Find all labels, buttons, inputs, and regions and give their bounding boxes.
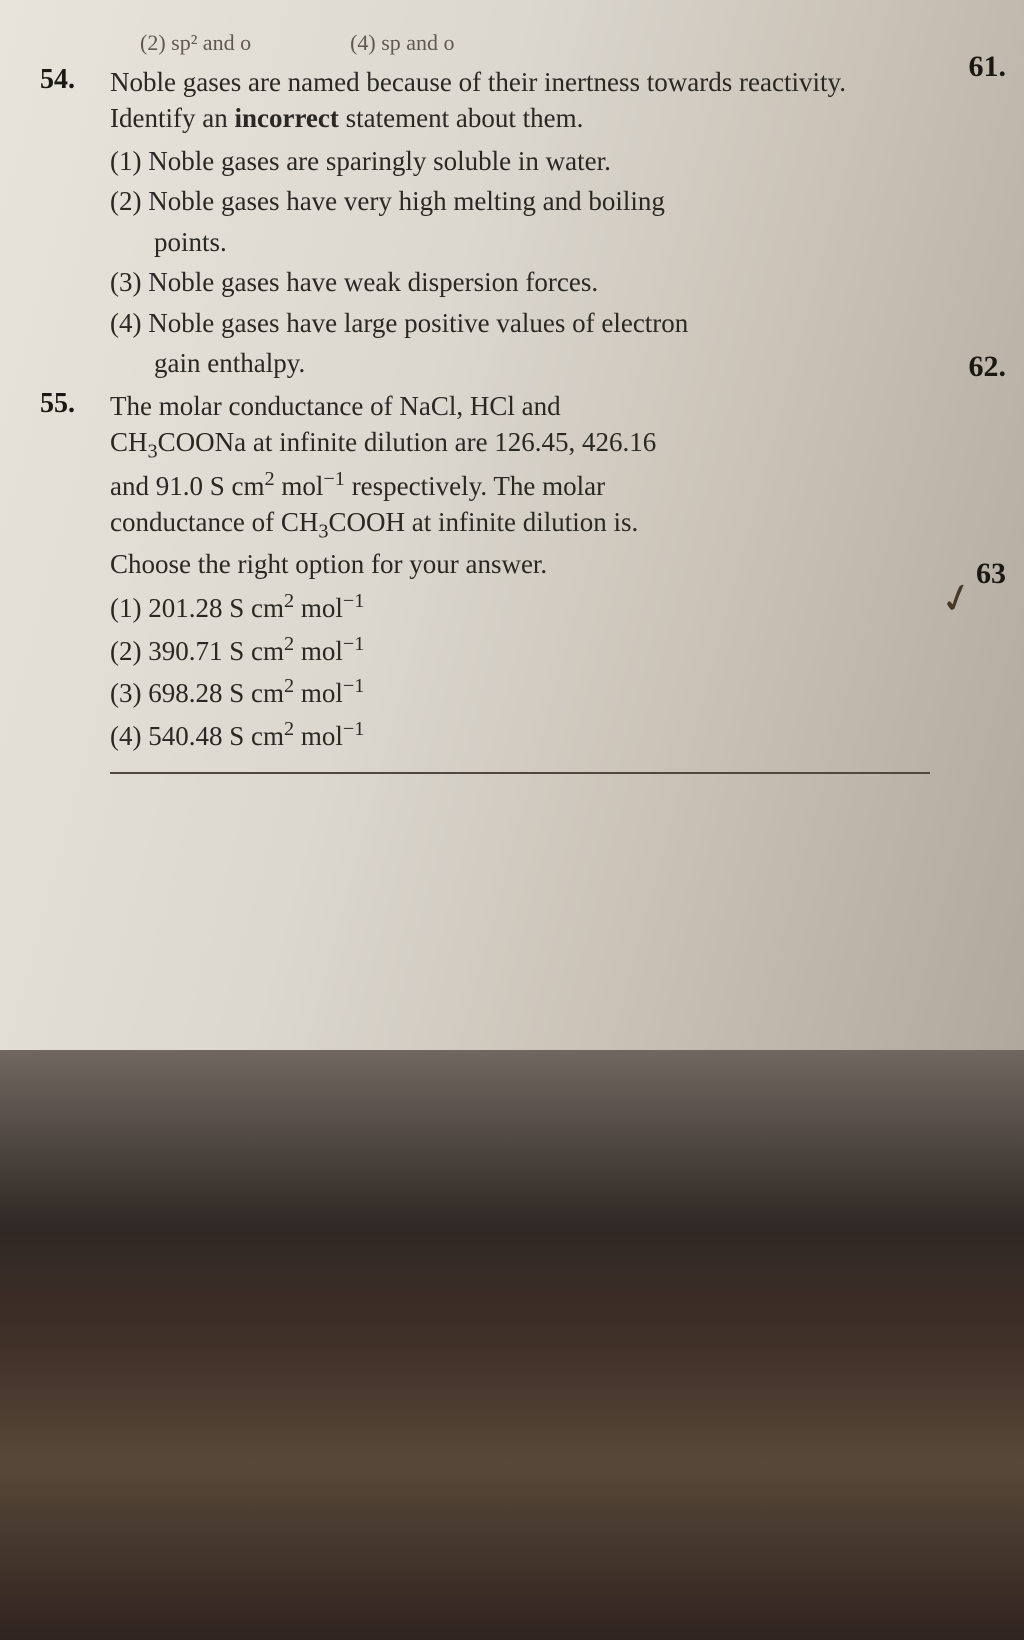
q55-options: (1) 201.28 S cm2 mol−1 (2) 390.71 S cm2 …	[110, 588, 964, 754]
q55-option-4: (4) 540.48 S cm2 mol−1	[110, 716, 964, 754]
q55-opt3-pre: (3) 698.28 S cm	[110, 678, 284, 708]
q55-opt1-pre: (1) 201.28 S cm	[110, 593, 284, 623]
q55-line3-pre: and 91.0 S cm	[110, 471, 265, 501]
q55-line1: The molar conductance of NaCl, HCl and	[110, 391, 561, 421]
q55-line2-sub: 3	[148, 440, 158, 462]
q54-option-1: (1) Noble gases are sparingly soluble in…	[110, 143, 964, 179]
side-number-61: 61.	[969, 50, 1007, 84]
q54-number: 54.	[40, 64, 110, 96]
q55-option-1: (1) 201.28 S cm2 mol−1	[110, 588, 964, 626]
q54-option-2b: points.	[110, 224, 964, 260]
q55-line2-pre: CH	[110, 427, 148, 457]
partial-left: (2) sp² and o	[140, 30, 251, 55]
q54-option-4b: gain enthalpy.	[110, 345, 964, 381]
divider-line	[110, 772, 930, 774]
q55-opt2-pre: (2) 390.71 S cm	[110, 636, 284, 666]
q55-opt3-mid: mol	[294, 678, 343, 708]
q55-opt1-sup2: −1	[343, 590, 365, 612]
q55-opt4-mid: mol	[294, 721, 343, 751]
top-partial-text: (2) sp² and o (4) sp and o	[40, 30, 964, 56]
q55-number: 55.	[40, 388, 110, 420]
q55-opt1-mid: mol	[294, 593, 343, 623]
q54-text-part2: statement about them.	[339, 103, 583, 133]
question-54: 54. Noble gases are named because of the…	[40, 64, 964, 137]
q55-opt3-sup1: 2	[284, 675, 294, 697]
q55-line4-post: COOH at infinite dilution is.	[329, 507, 639, 537]
q55-opt2-sup2: −1	[343, 633, 365, 655]
q55-opt1-sup1: 2	[284, 590, 294, 612]
dark-background-area	[0, 1050, 1024, 1640]
q55-line5: Choose the right option for your answer.	[110, 549, 547, 579]
side-number-63: 63	[976, 557, 1006, 591]
q55-line3-sup1: 2	[265, 468, 275, 490]
page-content: (2) sp² and o (4) sp and o 61. 62. 63 ✓ …	[0, 0, 1024, 1050]
q55-option-2: (2) 390.71 S cm2 mol−1	[110, 631, 964, 669]
q55-option-3: (3) 698.28 S cm2 mol−1	[110, 673, 964, 711]
question-55: 55. The molar conductance of NaCl, HCl a…	[40, 388, 964, 583]
q54-text: Noble gases are named because of their i…	[110, 64, 964, 137]
q55-opt2-mid: mol	[294, 636, 343, 666]
q55-line3-sup2: −1	[323, 468, 345, 490]
q55-opt3-sup2: −1	[343, 675, 365, 697]
q55-line2-mid: COONa at infinite dilution are 126.45, 4…	[158, 427, 657, 457]
q54-option-4a: (4) Noble gases have large positive valu…	[110, 305, 964, 341]
q55-text: The molar conductance of NaCl, HCl and C…	[110, 388, 964, 583]
side-number-62: 62.	[969, 350, 1007, 384]
q54-option-2a: (2) Noble gases have very high melting a…	[110, 183, 964, 219]
q55-line3-mid: mol	[275, 471, 324, 501]
q55-opt4-pre: (4) 540.48 S cm	[110, 721, 284, 751]
q55-opt4-sup2: −1	[343, 718, 365, 740]
q54-text-bold: incorrect	[234, 103, 338, 133]
q54-option-3: (3) Noble gases have weak dispersion for…	[110, 264, 964, 300]
q55-opt2-sup1: 2	[284, 633, 294, 655]
q55-opt4-sup1: 2	[284, 718, 294, 740]
q55-line4-pre: conductance of CH	[110, 507, 318, 537]
q55-line4-sub: 3	[318, 520, 328, 542]
q54-options: (1) Noble gases are sparingly soluble in…	[110, 143, 964, 382]
q55-line3-post: respectively. The molar	[345, 471, 605, 501]
partial-right: (4) sp and o	[350, 30, 454, 55]
